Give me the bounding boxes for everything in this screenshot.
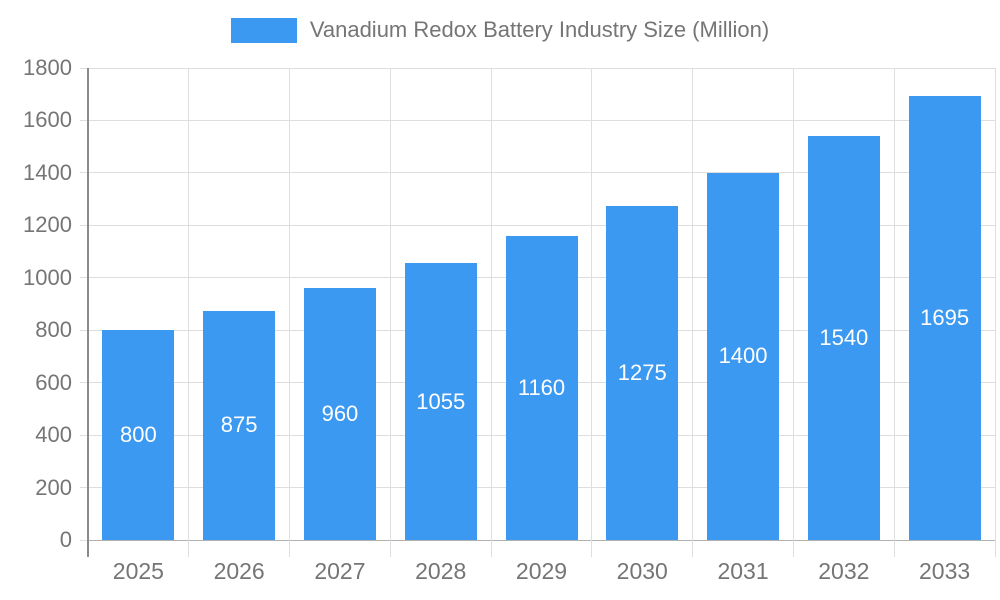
gridline-horizontal xyxy=(88,172,995,174)
y-axis-tick xyxy=(80,539,88,541)
y-axis-label: 1000 xyxy=(23,264,72,290)
gridline-vertical xyxy=(994,68,996,557)
bar-2028[interactable] xyxy=(404,263,477,540)
y-axis-label: 800 xyxy=(35,317,72,343)
bar-value-label: 1695 xyxy=(920,304,970,330)
bar-2031[interactable] xyxy=(707,172,780,540)
y-axis-tick xyxy=(80,224,88,226)
y-axis-tick xyxy=(80,434,88,436)
bar-value-label: 1400 xyxy=(718,343,768,369)
y-axis-label: 200 xyxy=(35,474,72,500)
x-axis-label: 2026 xyxy=(213,558,265,584)
bar-2030[interactable] xyxy=(606,205,679,540)
x-axis-label: 2031 xyxy=(717,558,769,584)
y-axis-tick xyxy=(80,487,88,489)
bar-2025[interactable] xyxy=(102,330,175,540)
x-axis-label: 2033 xyxy=(919,558,971,584)
y-axis-tick xyxy=(80,277,88,279)
y-axis-tick xyxy=(80,119,88,121)
y-axis-label: 0 xyxy=(59,527,72,552)
gridline-vertical xyxy=(792,68,794,557)
bar-value-label: 1160 xyxy=(517,374,566,400)
legend-label: Vanadium Redox Battery Industry Size (Mi… xyxy=(309,17,770,42)
gridline-horizontal xyxy=(88,119,995,121)
y-axis-label: 1200 xyxy=(23,212,72,238)
x-axis-label: 2025 xyxy=(112,558,164,584)
y-axis-label: 400 xyxy=(35,422,72,448)
gridline-vertical xyxy=(389,68,391,557)
gridline-vertical xyxy=(490,68,492,557)
gridline-vertical xyxy=(692,68,694,557)
chart-legend[interactable]: Vanadium Redox Battery Industry Size (Mi… xyxy=(0,17,1000,43)
y-axis-tick xyxy=(80,172,88,174)
x-axis-label: 2028 xyxy=(415,558,467,584)
x-axis-label: 2029 xyxy=(515,558,568,584)
legend-swatch xyxy=(230,17,297,43)
y-axis-tick xyxy=(80,67,88,69)
bar-value-label: 1055 xyxy=(416,388,466,414)
bar-2032[interactable] xyxy=(807,136,880,540)
bar-value-label: 1540 xyxy=(819,325,869,351)
gridline-horizontal xyxy=(88,224,995,226)
bar-value-label: 1275 xyxy=(617,359,667,385)
bar-2029[interactable] xyxy=(505,235,578,540)
bar-value-label: 875 xyxy=(220,412,258,438)
bar-2033[interactable] xyxy=(908,95,981,540)
gridline-vertical xyxy=(893,68,895,557)
bar-value-label: 800 xyxy=(120,422,157,448)
y-axis-tick xyxy=(80,382,88,384)
gridline-horizontal xyxy=(88,67,995,69)
gridline-vertical xyxy=(289,68,291,557)
gridline-horizontal xyxy=(88,539,995,541)
y-axis-label: 600 xyxy=(35,369,72,395)
y-axis-tick xyxy=(80,329,88,331)
y-axis-label: 1600 xyxy=(23,107,72,133)
gridline-vertical xyxy=(188,68,190,557)
y-axis-label: 1400 xyxy=(23,159,72,185)
y-axis-label: 1800 xyxy=(23,55,72,80)
gridline-vertical xyxy=(591,68,593,557)
bar-2026[interactable] xyxy=(203,310,276,540)
y-axis-line xyxy=(87,68,89,557)
bar-2027[interactable] xyxy=(303,288,376,540)
x-axis-label: 2030 xyxy=(616,558,668,584)
x-axis-label: 2027 xyxy=(314,558,366,584)
x-axis-label: 2032 xyxy=(818,558,870,584)
bar-value-label: 960 xyxy=(321,401,359,427)
